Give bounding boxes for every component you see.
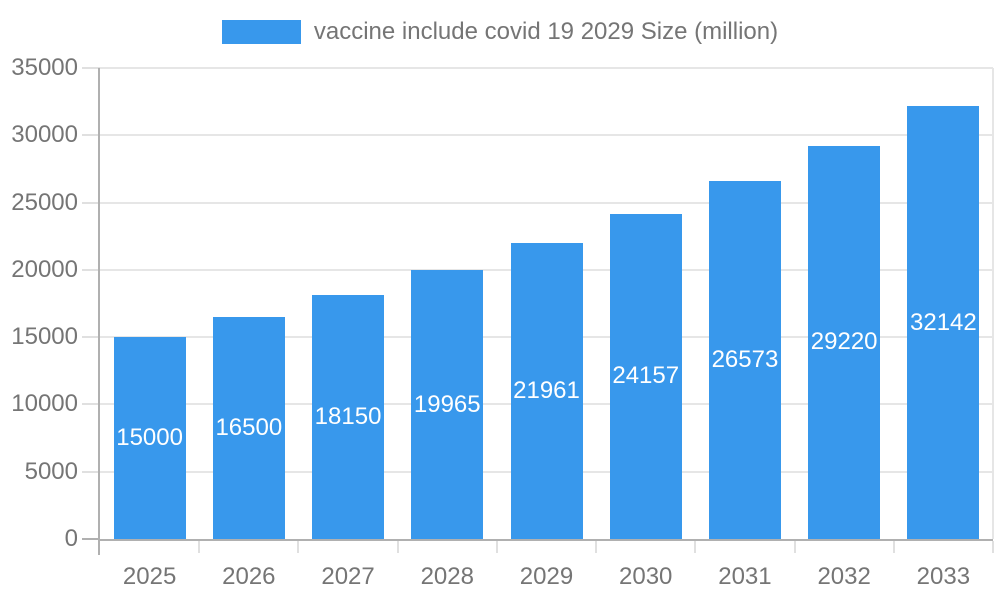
y-axis-line	[98, 68, 100, 555]
bar-value-label: 26573	[711, 346, 779, 374]
x-axis-label: 2027	[321, 563, 375, 590]
y-axis-label: 5000	[24, 457, 78, 485]
x-axis-label: 2032	[817, 563, 871, 590]
x-axis-label: 2026	[222, 563, 276, 590]
bar[interactable]: 29220	[808, 145, 881, 539]
legend[interactable]: vaccine include covid 19 2029 Size (mill…	[0, 18, 1000, 46]
y-axis-tick	[82, 538, 100, 540]
gridline	[100, 67, 993, 69]
bar[interactable]: 16500	[212, 316, 285, 539]
x-axis-tick	[793, 541, 796, 553]
x-axis-label: 2030	[619, 563, 673, 590]
bar-value-label: 18150	[314, 402, 382, 430]
bar-value-label: 16500	[215, 413, 283, 441]
bar[interactable]: 26573	[708, 181, 781, 539]
y-axis-tick	[82, 201, 100, 204]
bar-value-label: 19965	[413, 390, 481, 418]
y-axis-tick	[82, 403, 100, 406]
x-axis-label: 2025	[122, 563, 177, 590]
x-axis-tick	[396, 541, 399, 553]
y-axis-label: 35000	[11, 54, 78, 81]
x-axis-tick	[495, 541, 498, 553]
y-axis-label: 30000	[11, 121, 78, 149]
bar-value-label: 32142	[910, 308, 977, 336]
y-axis-label: 20000	[11, 255, 78, 283]
plot-right-border	[992, 68, 994, 539]
x-axis-label: 2031	[718, 563, 772, 590]
bar-value-label: 15000	[116, 424, 183, 452]
y-axis-tick	[82, 336, 100, 339]
x-axis-line	[98, 539, 993, 541]
y-axis-tick	[82, 470, 100, 473]
x-axis-tick	[892, 541, 895, 553]
bar[interactable]: 24157	[609, 213, 682, 539]
bar[interactable]: 19965	[411, 270, 484, 539]
bar[interactable]: 18150	[312, 294, 385, 539]
x-axis-tick	[595, 541, 598, 553]
x-axis-label: 2029	[519, 563, 574, 590]
y-axis-label: 15000	[11, 323, 78, 351]
bar-value-label: 29220	[810, 328, 878, 356]
bar-value-label: 24157	[612, 362, 680, 390]
x-axis-tick	[198, 541, 201, 553]
legend-swatch	[221, 20, 301, 44]
bar[interactable]: 32142	[907, 106, 980, 539]
y-axis-tick	[82, 67, 100, 69]
bar[interactable]: 21961	[510, 243, 583, 539]
gridline	[100, 134, 993, 137]
y-axis-tick	[82, 134, 100, 137]
x-axis-tick	[992, 541, 994, 553]
y-axis-label: 25000	[11, 188, 78, 216]
y-axis-tick	[82, 268, 100, 271]
y-axis-label: 10000	[11, 390, 78, 418]
y-axis-label: 0	[64, 525, 78, 552]
x-axis-label: 2033	[916, 563, 971, 590]
x-axis-tick	[694, 541, 697, 553]
legend-label: vaccine include covid 19 2029 Size (mill…	[313, 18, 779, 45]
x-axis-label: 2028	[420, 563, 474, 590]
x-axis-tick	[297, 541, 300, 553]
gridline	[100, 201, 993, 204]
bar[interactable]: 15000	[113, 337, 186, 539]
bar-value-label: 21961	[513, 377, 580, 405]
